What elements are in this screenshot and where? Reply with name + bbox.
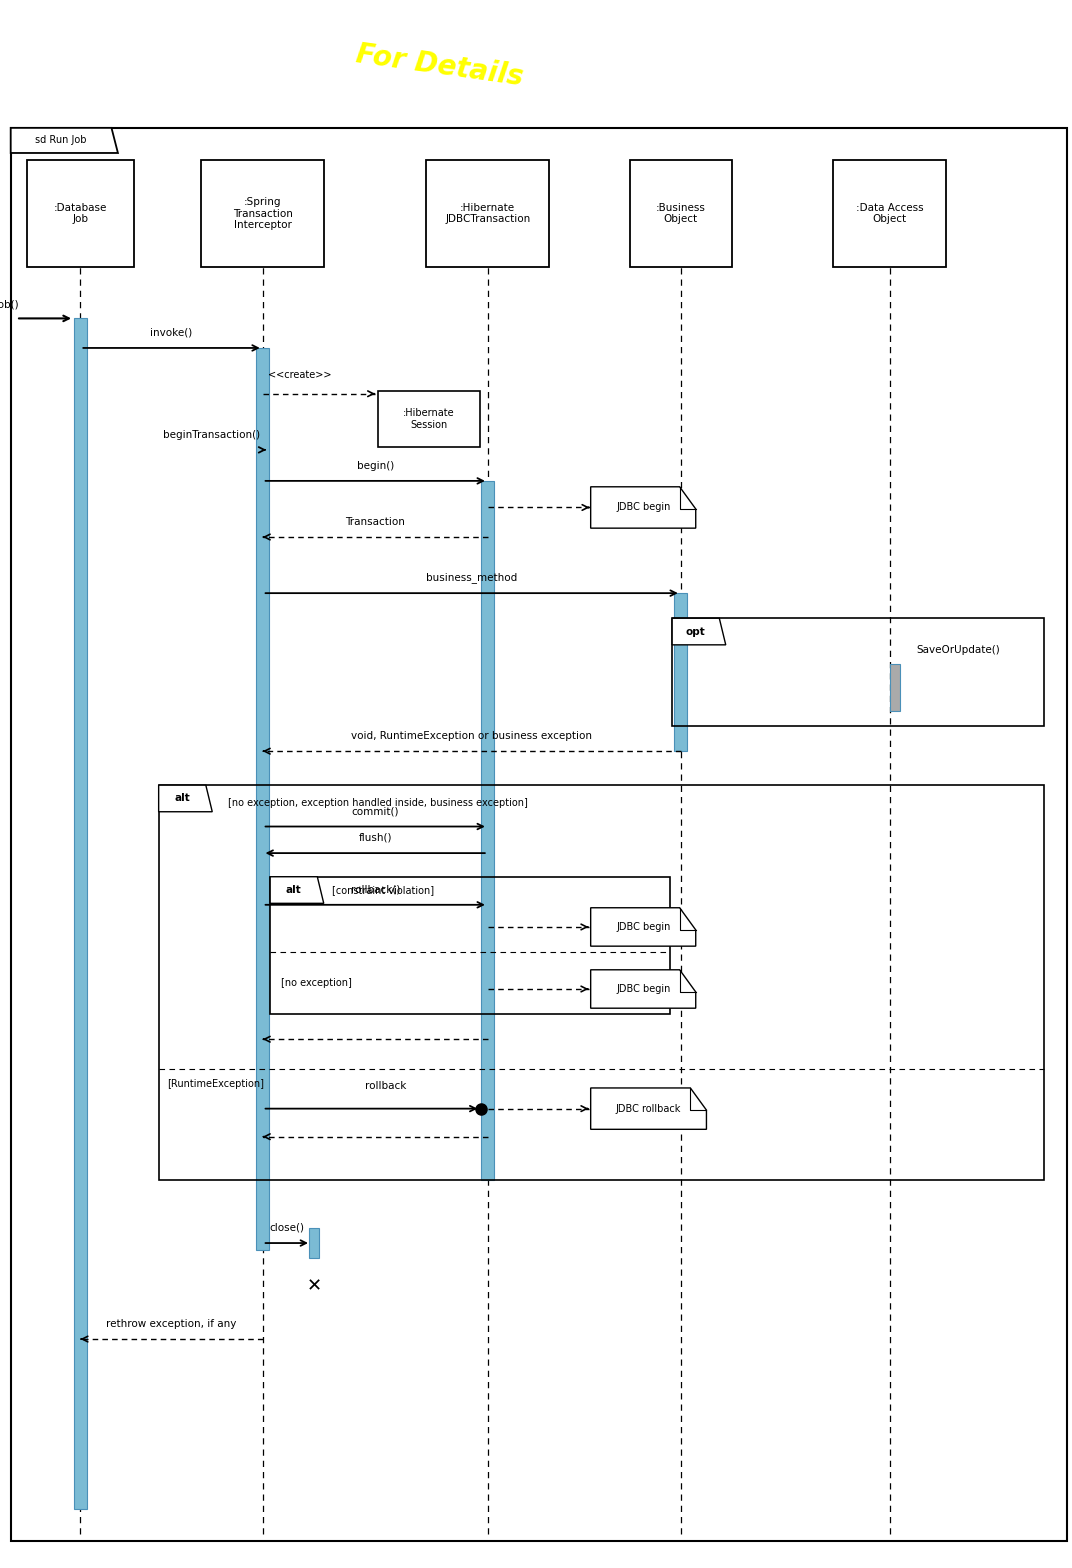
Text: For Details: For Details <box>354 39 525 91</box>
Text: :Database
Job: :Database Job <box>54 202 107 224</box>
Polygon shape <box>591 1088 706 1129</box>
Text: rollback: rollback <box>366 1080 406 1091</box>
Text: commit(): commit() <box>352 806 399 817</box>
Text: :Hibernate
JDBCTransaction: :Hibernate JDBCTransaction <box>445 202 531 224</box>
Text: invoke(): invoke() <box>150 328 193 337</box>
Text: Transaction: Transaction <box>345 517 405 527</box>
Text: sd Run Job: sd Run Job <box>35 135 87 146</box>
Bar <box>481 481 494 1179</box>
Text: [RuntimeException]: [RuntimeException] <box>167 1079 264 1090</box>
Polygon shape <box>159 786 212 812</box>
Text: JDBC begin: JDBC begin <box>616 922 670 931</box>
Text: CLICK HERE: CLICK HERE <box>404 11 486 25</box>
Text: [no exception, exception handled inside, business exception]: [no exception, exception handled inside,… <box>228 798 528 808</box>
Text: SaveOrUpdate(): SaveOrUpdate() <box>917 644 1000 655</box>
Text: :Data Access
Object: :Data Access Object <box>855 202 924 224</box>
Bar <box>74 318 87 1508</box>
Bar <box>270 877 670 1014</box>
Text: rethrow exception, if any: rethrow exception, if any <box>106 1319 237 1328</box>
Text: business_method: business_method <box>426 572 518 583</box>
Text: JDBC begin: JDBC begin <box>616 502 670 513</box>
Polygon shape <box>270 877 324 903</box>
Text: runJob(): runJob() <box>0 299 18 309</box>
Polygon shape <box>672 618 726 644</box>
Text: Transaction UML Sequence Diagram: Transaction UML Sequence Diagram <box>0 42 562 71</box>
Bar <box>672 618 1044 726</box>
Polygon shape <box>591 486 696 528</box>
Text: flush(): flush() <box>358 833 392 842</box>
Bar <box>630 160 732 267</box>
Polygon shape <box>591 908 696 946</box>
Bar <box>427 160 550 267</box>
Text: ✕: ✕ <box>307 1276 322 1295</box>
Text: :Business
Object: :Business Object <box>656 202 705 224</box>
Polygon shape <box>11 129 118 154</box>
Text: begin(): begin() <box>357 461 393 470</box>
Polygon shape <box>591 969 696 1008</box>
Bar <box>159 786 1044 1179</box>
Bar <box>890 663 900 712</box>
Text: :Hibernate
Session: :Hibernate Session <box>403 408 455 430</box>
Bar <box>309 1228 319 1258</box>
Bar <box>256 348 269 1250</box>
Text: JDBC begin: JDBC begin <box>616 985 670 994</box>
Text: [constraint violation]: [constraint violation] <box>332 884 434 895</box>
Bar <box>674 593 687 751</box>
Text: beginTransaction(): beginTransaction() <box>163 430 260 439</box>
Text: rollback(): rollback() <box>351 884 400 894</box>
Text: alt: alt <box>175 793 190 803</box>
Text: :Spring
Transaction
Interceptor: :Spring Transaction Interceptor <box>233 198 293 230</box>
Bar <box>834 160 946 267</box>
Text: close(): close() <box>269 1223 304 1232</box>
Text: <<create>>: <<create>> <box>268 370 331 381</box>
Bar <box>202 160 324 267</box>
Bar <box>27 160 134 267</box>
Text: [no exception]: [no exception] <box>281 978 352 988</box>
Text: void, RuntimeException or business exception: void, RuntimeException or business excep… <box>352 731 592 740</box>
Bar <box>378 390 480 447</box>
Text: JDBC rollback: JDBC rollback <box>616 1104 681 1113</box>
Text: alt: alt <box>286 884 301 895</box>
Text: opt: opt <box>686 627 705 637</box>
